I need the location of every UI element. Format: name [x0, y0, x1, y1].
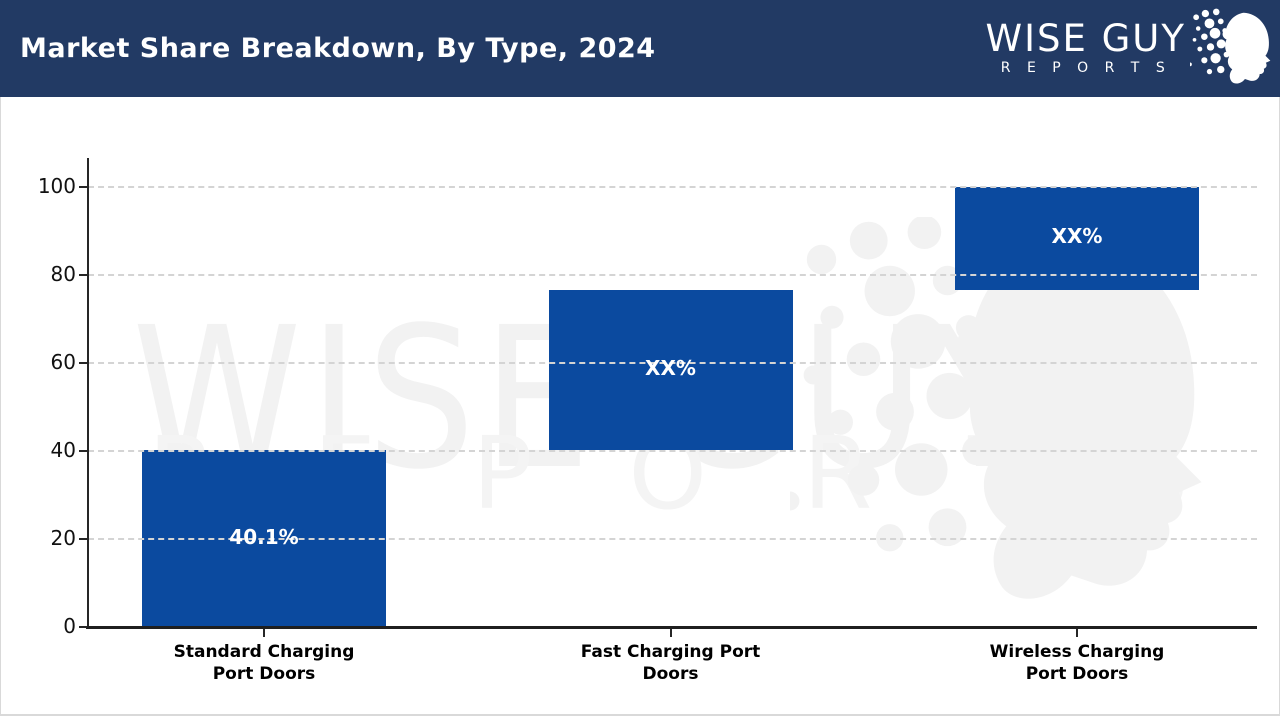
- gridline-20: [88, 537, 1257, 540]
- gridline-80: [88, 273, 1257, 276]
- y-tick-label-0: 0: [63, 614, 76, 638]
- header-bar: Market Share Breakdown, By Type, 2024 WI…: [0, 0, 1280, 97]
- y-tick-80: [79, 273, 87, 276]
- x-tick-2: [669, 629, 672, 637]
- y-tick-label-100: 100: [37, 173, 76, 198]
- wiseguy-logo: WISE GUY R E P O R T S: [986, 4, 1272, 92]
- x-tick-1: [263, 629, 265, 637]
- y-tick-label-80: 80: [50, 261, 76, 286]
- y-tick-label-40: 40: [50, 437, 76, 462]
- page-title: Market Share Breakdown, By Type, 2024: [20, 33, 656, 64]
- gridline-100: [88, 185, 1257, 188]
- logo-subtitle: R E P O R T S: [1000, 59, 1171, 76]
- y-tick-label-20: 20: [50, 525, 76, 550]
- y-tick-0: [79, 626, 87, 628]
- logo-wordmark: WISE GUY: [985, 17, 1186, 61]
- x-tick-3: [1076, 629, 1078, 637]
- y-tick-40: [79, 449, 87, 452]
- bar-value-label-1: 40.1%: [229, 524, 299, 549]
- y-tick-60: [79, 361, 87, 364]
- bar-segment-2: [548, 290, 793, 451]
- bar-value-label-3: XX%: [1051, 224, 1103, 249]
- category-label-2: Fast Charging Port Doors: [580, 642, 761, 685]
- bar-segment-3: [955, 186, 1199, 291]
- category-label-3: Wireless Charging Port Doors: [989, 642, 1165, 685]
- category-label-1: Standard Charging Port Doors: [173, 642, 355, 685]
- logo-text: WISE GUY R E P O R T S: [985, 17, 1186, 76]
- gridline-60: [88, 361, 1257, 364]
- gridline-40: [88, 449, 1257, 452]
- bar-value-label-2: XX%: [645, 356, 696, 381]
- y-tick-20: [79, 537, 87, 540]
- logo-face-icon: [1190, 4, 1272, 92]
- y-axis-line: [87, 158, 89, 628]
- x-axis-line: [86, 626, 1257, 629]
- y-tick-100: [79, 185, 87, 188]
- y-tick-label-60: 60: [50, 349, 76, 374]
